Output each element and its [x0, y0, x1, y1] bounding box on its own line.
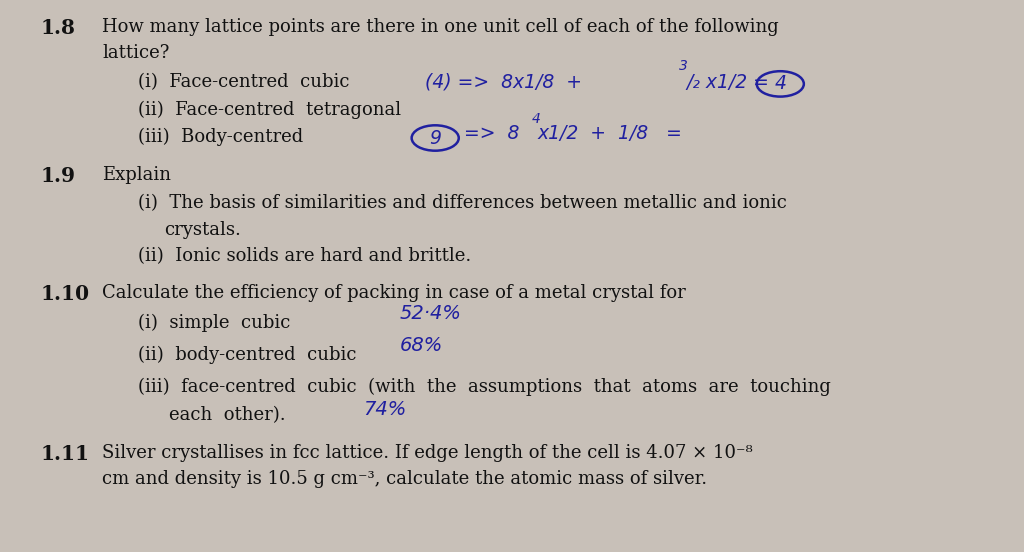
Text: Explain: Explain — [102, 166, 171, 184]
Text: 9: 9 — [429, 129, 441, 147]
Text: (i)  simple  cubic: (i) simple cubic — [138, 314, 291, 332]
Text: 4: 4 — [531, 112, 541, 126]
Text: x1/2  +  1/8   =: x1/2 + 1/8 = — [538, 124, 682, 143]
Text: 4: 4 — [774, 75, 786, 93]
Text: 1.10: 1.10 — [41, 284, 90, 304]
Text: 1.9: 1.9 — [41, 166, 76, 185]
Text: (ii)  body-centred  cubic: (ii) body-centred cubic — [138, 346, 356, 364]
Text: cm and density is 10.5 g cm⁻³, calculate the atomic mass of silver.: cm and density is 10.5 g cm⁻³, calculate… — [102, 470, 708, 489]
Text: (i)  Face-centred  cubic: (i) Face-centred cubic — [138, 73, 350, 91]
Text: lattice?: lattice? — [102, 44, 170, 62]
Text: (i)  The basis of similarities and differences between metallic and ionic: (i) The basis of similarities and differ… — [138, 194, 787, 213]
Text: (iii)  face-centred  cubic  (with  the  assumptions  that  atoms  are  touching: (iii) face-centred cubic (with the assum… — [138, 378, 831, 396]
Text: Calculate the efficiency of packing in case of a metal crystal for: Calculate the efficiency of packing in c… — [102, 284, 686, 302]
Text: 3: 3 — [679, 59, 688, 73]
Text: /₂ x1/2 =: /₂ x1/2 = — [686, 73, 769, 92]
Text: 1.11: 1.11 — [41, 444, 90, 464]
Text: (4) =>  8x1/8  +: (4) => 8x1/8 + — [425, 73, 582, 92]
Text: (ii)  Ionic solids are hard and brittle.: (ii) Ionic solids are hard and brittle. — [138, 247, 471, 266]
Text: (iii)  Body-centred: (iii) Body-centred — [138, 128, 303, 146]
Text: (ii)  Face-centred  tetragonal: (ii) Face-centred tetragonal — [138, 100, 401, 119]
Text: =>  8: => 8 — [464, 124, 519, 143]
Text: 68%: 68% — [399, 336, 442, 354]
Text: crystals.: crystals. — [164, 221, 241, 239]
Text: 1.8: 1.8 — [41, 18, 76, 38]
Text: How many lattice points are there in one unit cell of each of the following: How many lattice points are there in one… — [102, 18, 779, 36]
Text: 74%: 74% — [364, 400, 407, 418]
Text: 52·4%: 52·4% — [399, 304, 461, 322]
Text: Silver crystallises in fcc lattice. If edge length of the cell is 4.07 × 10⁻⁸: Silver crystallises in fcc lattice. If e… — [102, 444, 753, 462]
Text: each  other).: each other). — [169, 406, 286, 424]
